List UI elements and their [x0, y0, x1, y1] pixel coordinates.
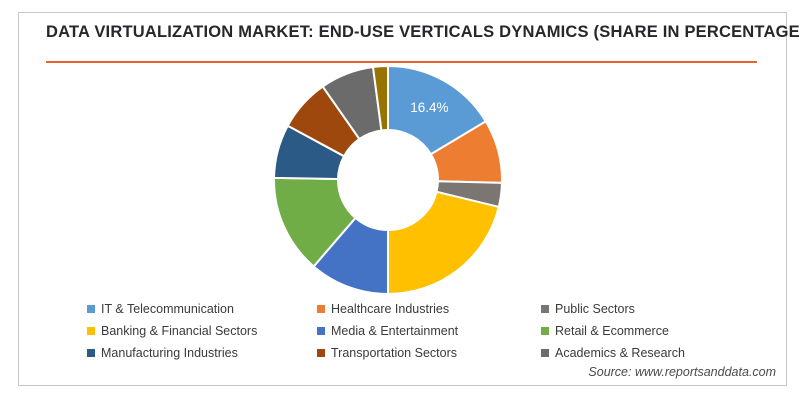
legend-swatch — [87, 305, 95, 313]
legend-label: Academics & Research — [555, 346, 685, 360]
pie-slice-it-telecommunication — [387, 65, 487, 156]
legend-item-banking-financial-sectors: Banking & Financial Sectors — [87, 324, 317, 338]
donut-chart: 16.4% — [273, 64, 503, 295]
legend-label: Retail & Ecommerce — [555, 324, 669, 338]
legend-item-media-entertainment: Media & Entertainment — [317, 324, 541, 338]
legend-swatch — [317, 349, 325, 357]
chart-card: DATA VIRTUALIZATION MARKET: END-USE VERT… — [18, 12, 800, 386]
legend-swatch — [317, 327, 325, 335]
source-attribution: Source: www.reportsanddata.com — [588, 365, 776, 379]
chart-title: DATA VIRTUALIZATION MARKET: END-USE VERT… — [46, 23, 800, 41]
legend-item-public-sectors: Public Sectors — [541, 302, 747, 316]
legend-swatch — [87, 349, 95, 357]
legend-swatch — [541, 349, 549, 357]
legend-item-transportation-sectors: Transportation Sectors — [317, 346, 541, 360]
chart-legend: IT & Telecommunication Healthcare Industr… — [87, 302, 747, 360]
legend-item-academics-research: Academics & Research — [541, 346, 747, 360]
legend-label: Manufacturing Industries — [101, 346, 238, 360]
legend-label: Transportation Sectors — [331, 346, 457, 360]
legend-label: Public Sectors — [555, 302, 635, 316]
legend-item-it-telecommunication: IT & Telecommunication — [87, 302, 317, 316]
pie-slice-unlabeled-9 — [372, 64, 389, 132]
legend-item-healthcare-industries: Healthcare Industries — [317, 302, 541, 316]
legend-label: Media & Entertainment — [331, 324, 459, 338]
slice-value-label: 16.4% — [410, 100, 448, 115]
pie-slice-banking-financial-sectors — [387, 190, 500, 295]
legend-label: IT & Telecommunication — [101, 302, 234, 316]
legend-label: Banking & Financial Sectors — [101, 324, 258, 338]
legend-item-retail-ecommerce: Retail & Ecommerce — [541, 324, 747, 338]
legend-swatch — [541, 327, 549, 335]
legend-swatch — [87, 327, 95, 335]
legend-label: Healthcare Industries — [331, 302, 450, 316]
legend-item-manufacturing-industries: Manufacturing Industries — [87, 346, 317, 360]
legend-swatch — [541, 305, 549, 313]
legend-swatch — [317, 305, 325, 313]
title-underline — [46, 61, 757, 63]
